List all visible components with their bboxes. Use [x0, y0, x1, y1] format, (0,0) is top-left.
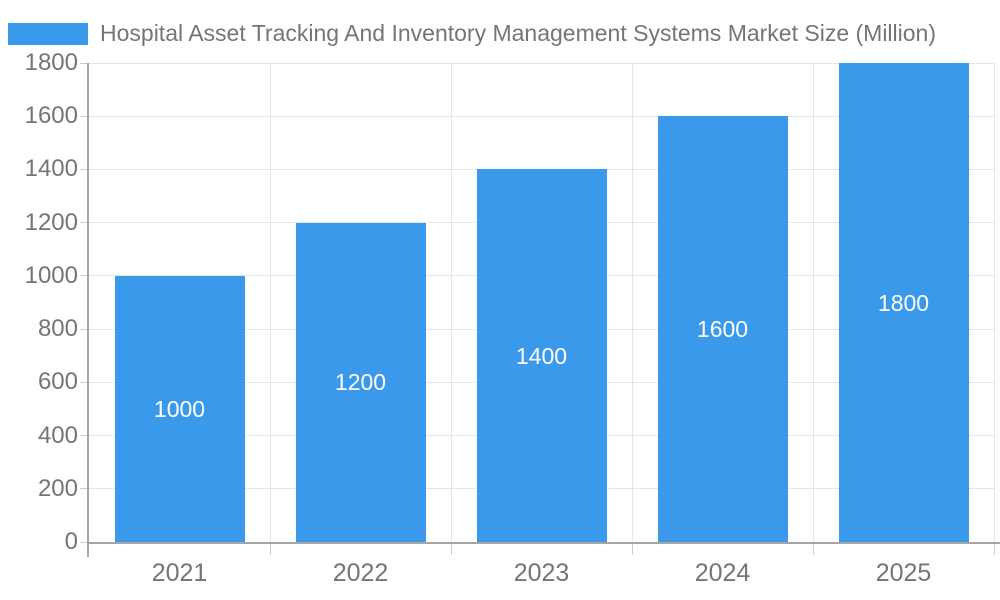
x-tick-label-2025: 2025 — [875, 559, 932, 587]
bar-value-label-2025: 1800 — [877, 289, 930, 316]
x-tick-label-2024: 2024 — [694, 559, 751, 587]
bar-2023[interactable] — [476, 169, 607, 542]
bar-2024[interactable] — [657, 116, 788, 542]
y-tick-label: 400 — [37, 421, 78, 449]
y-tick-label: 1600 — [24, 102, 78, 130]
bar-value-label-2023: 1400 — [515, 342, 568, 369]
chart-legend[interactable]: Hospital Asset Tracking And Inventory Ma… — [8, 20, 936, 47]
bar-value-label-2021: 1000 — [153, 395, 206, 422]
gridline-v-4 — [812, 63, 814, 542]
x-tick-mark — [993, 542, 995, 555]
y-tick-mark — [80, 222, 89, 224]
y-tick-mark — [80, 435, 89, 437]
x-tick-label-2021: 2021 — [151, 559, 208, 587]
x-tick-label-2023: 2023 — [513, 559, 570, 587]
x-tick-mark — [812, 542, 814, 555]
x-tick-label-2022: 2022 — [332, 559, 389, 587]
x-axis-line — [87, 542, 1000, 544]
y-tick-mark — [80, 115, 89, 117]
y-tick-mark — [80, 275, 89, 277]
y-tick-mark — [80, 168, 89, 170]
y-tick-mark — [80, 541, 89, 543]
y-tick-mark — [80, 328, 89, 330]
gridline-h-1800 — [89, 62, 994, 64]
bar-2022[interactable] — [295, 222, 426, 542]
y-axis-line — [87, 63, 89, 557]
y-tick-label: 1000 — [24, 261, 78, 289]
x-tick-mark — [631, 542, 633, 555]
y-tick-label: 1400 — [24, 155, 78, 183]
x-tick-mark — [269, 542, 271, 555]
y-tick-label: 1800 — [24, 49, 78, 76]
gridline-v-5 — [993, 63, 995, 542]
y-tick-label: 800 — [37, 315, 78, 343]
y-tick-label: 0 — [64, 528, 78, 555]
y-tick-mark — [80, 62, 89, 64]
legend-label: Hospital Asset Tracking And Inventory Ma… — [100, 20, 937, 46]
legend-swatch-icon — [8, 22, 88, 45]
gridline-h-1600 — [89, 115, 994, 117]
y-tick-mark — [80, 381, 89, 383]
bar-value-label-2024: 1600 — [696, 316, 749, 343]
bar-2021[interactable] — [114, 275, 245, 542]
x-tick-mark — [450, 542, 452, 555]
bar-value-label-2022: 1200 — [334, 369, 387, 396]
gridline-v-1 — [269, 63, 271, 542]
y-tick-label: 600 — [37, 368, 78, 396]
y-tick-label: 200 — [37, 474, 78, 502]
y-tick-label: 1200 — [24, 208, 78, 236]
y-tick-mark — [80, 488, 89, 490]
bar-2025[interactable] — [838, 63, 969, 542]
gridline-v-3 — [631, 63, 633, 542]
gridline-v-2 — [450, 63, 452, 542]
